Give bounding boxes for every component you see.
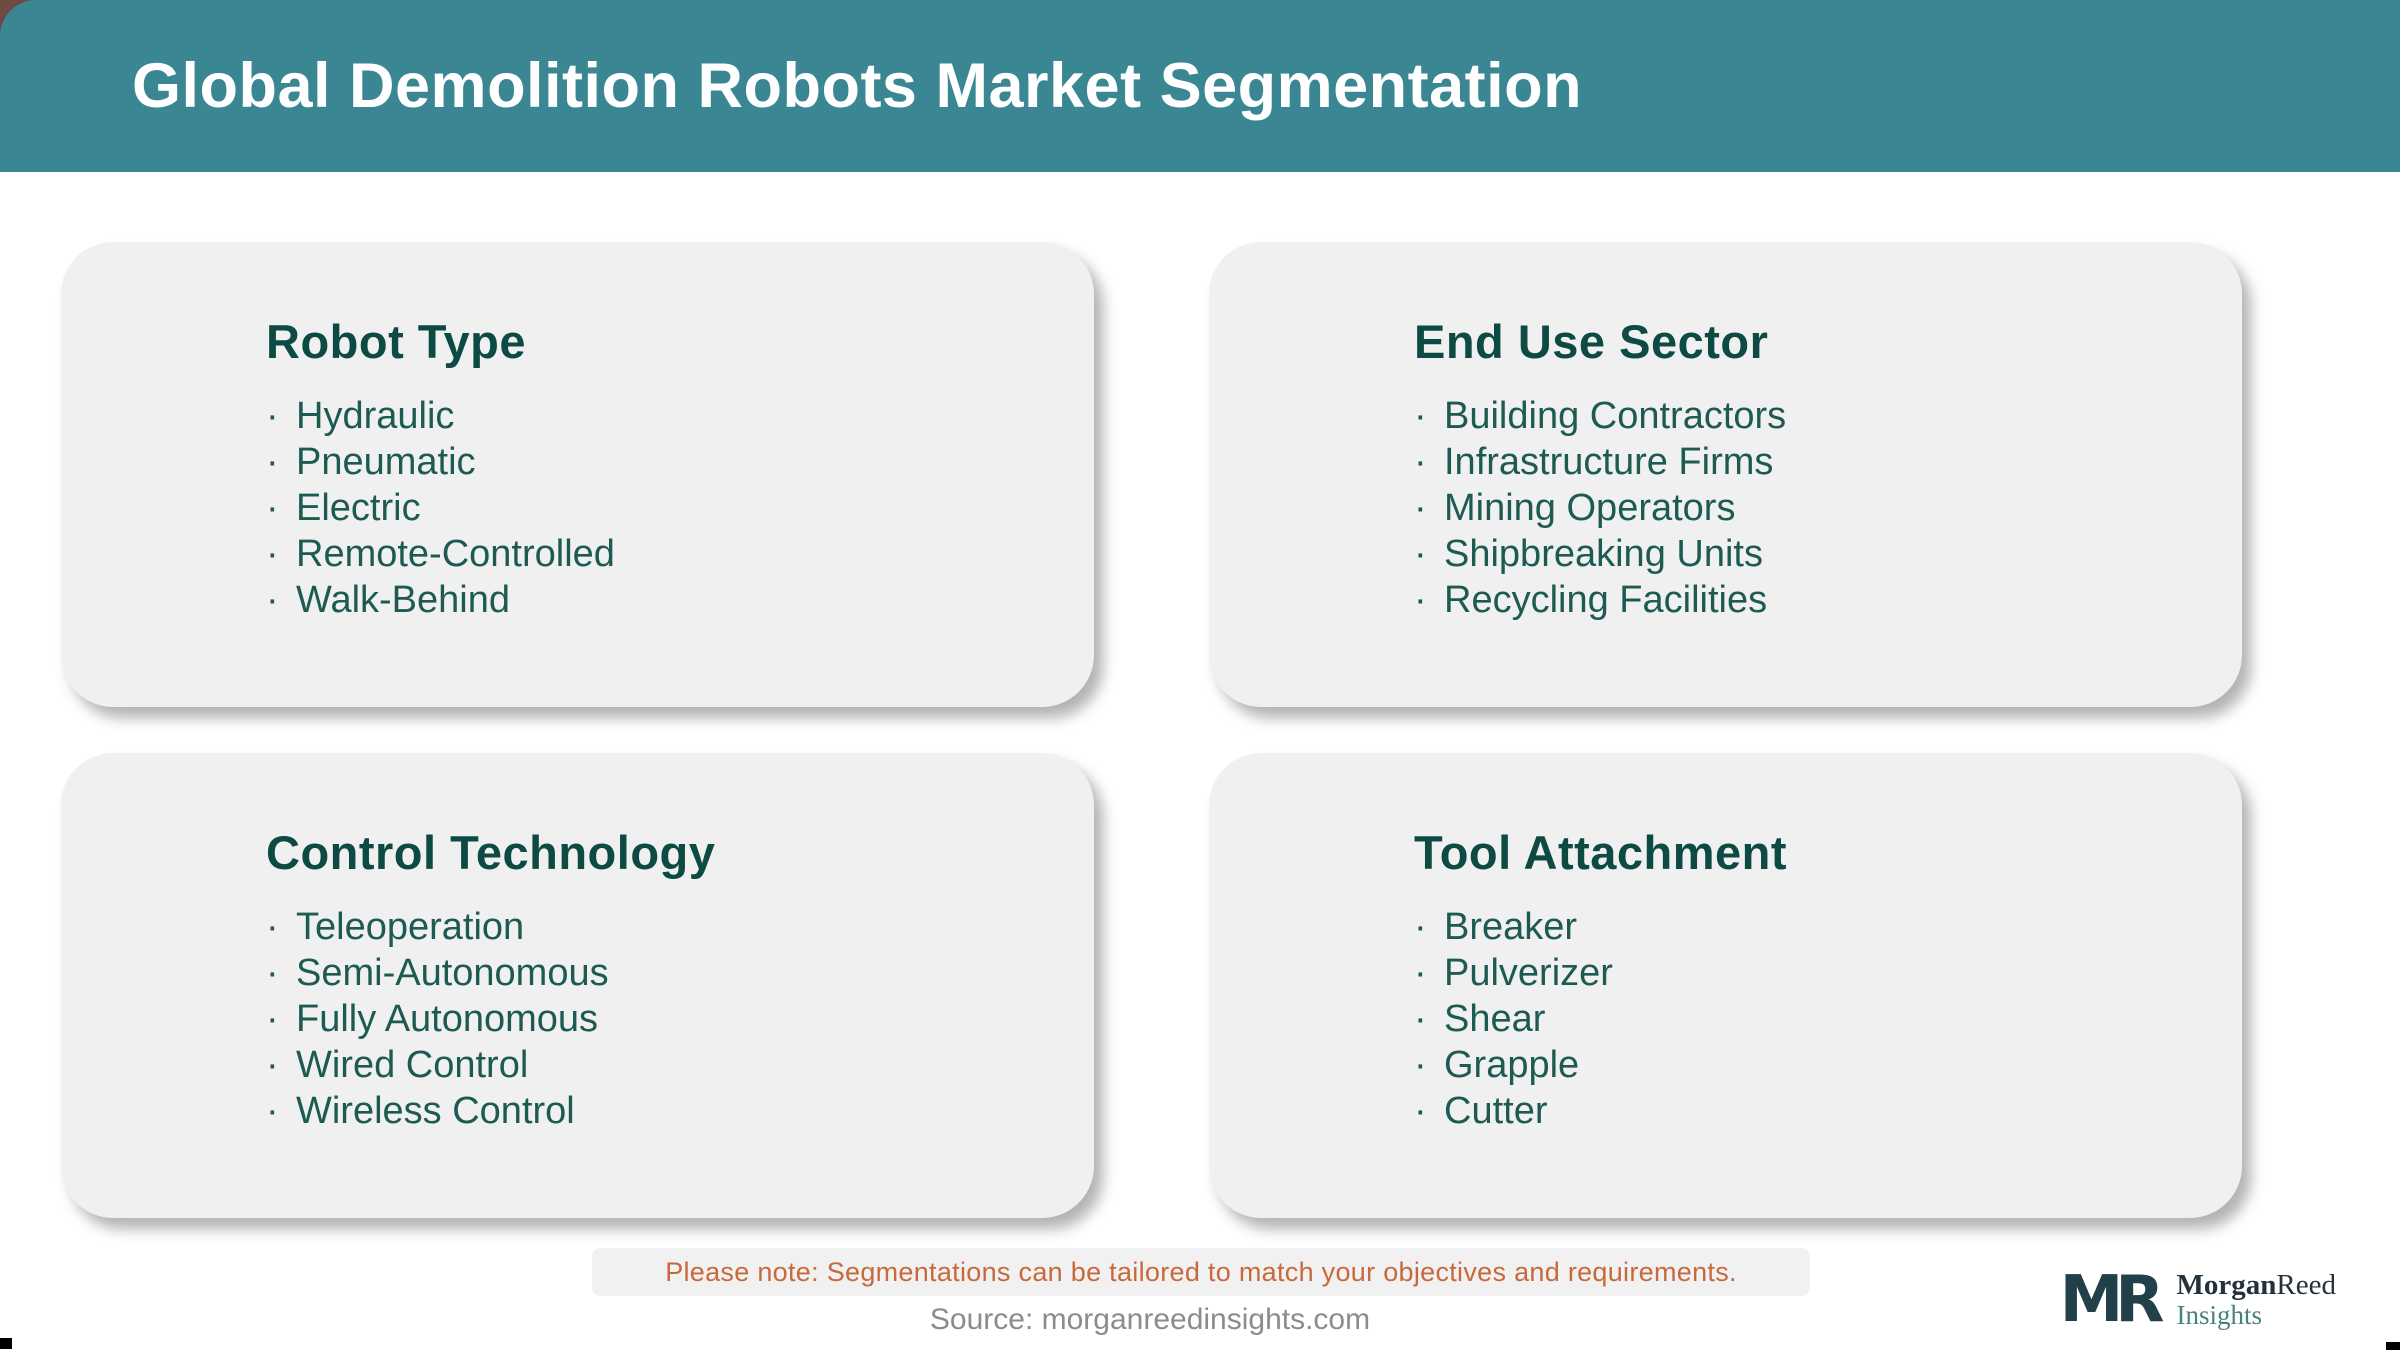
bottom-left-edge-mark (0, 1338, 12, 1349)
segment-card-title: Tool Attachment (1414, 826, 1788, 879)
bullet-dot: · (266, 1044, 279, 1086)
segment-item: · Wired Control (266, 1042, 1054, 1088)
segment-item-label: Pneumatic (296, 441, 476, 483)
segment-item-label: Pulverizer (1444, 952, 1613, 994)
bullet-dot: · (1414, 487, 1427, 529)
segment-item: · Pneumatic (266, 439, 1054, 485)
segment-item: · Recycling Facilities (1414, 577, 2202, 623)
segment-item-label: Semi-Autonomous (296, 952, 609, 994)
segment-item-label: Grapple (1444, 1044, 1580, 1086)
bullet-dot: · (1414, 395, 1427, 437)
segment-item: · Teleoperation (266, 904, 1054, 950)
bullet-dot: · (266, 1090, 279, 1132)
segment-item-list: · Hydraulic · Pneumatic · Electric · Remote-Con… (266, 393, 1054, 623)
bullet-dot: · (266, 579, 279, 621)
segment-item: · Breaker (1414, 904, 2202, 950)
segment-item-label: Mining Operators (1444, 487, 1736, 529)
bullet-dot: · (1414, 441, 1427, 483)
segment-item-label: Electric (296, 487, 421, 529)
bullet-dot: · (1414, 1044, 1427, 1086)
segment-item: · Semi-Autonomous (266, 950, 1054, 996)
mr-monogram-icon: MR (2059, 1263, 2165, 1337)
segment-item: · Fully Autonomous (266, 996, 1054, 1042)
segment-item-label: Wired Control (296, 1044, 529, 1086)
bullet-dot: · (1414, 579, 1427, 621)
segment-item: · Grapple (1414, 1042, 2202, 1088)
segment-card: End Use Sector · Building Contractors · Inf… (1209, 242, 2242, 707)
logo-name-morgan: Morgan (2176, 1269, 2277, 1302)
logo-text-block: MorganReed Insights (2177, 1270, 2336, 1329)
header-bar: Global Demolition Robots Market Segmenta… (0, 0, 2400, 172)
bullet-dot: · (1414, 998, 1427, 1040)
bullet-dot: · (266, 395, 279, 437)
source-line: Source: morganreedinsights.com (929, 1303, 1371, 1336)
logo-company-name: MorganReed (2177, 1269, 2336, 1301)
segment-item-label: Walk-Behind (296, 579, 511, 621)
segment-item-label: Shear (1444, 998, 1546, 1040)
bullet-dot: · (266, 533, 279, 575)
segment-item: · Walk-Behind (266, 577, 1054, 623)
bullet-dot: · (1414, 906, 1427, 948)
bullet-dot: · (266, 998, 279, 1040)
bullet-dot: · (266, 441, 279, 483)
segment-item-list: · Teleoperation · Semi-Autonomous · Fully Aut… (266, 904, 1054, 1134)
segment-item-list: · Breaker · Pulverizer · Shear · Grapple · Cutter (1414, 904, 2202, 1134)
morganreed-logo: MR MorganReed Insights (2060, 1268, 2336, 1332)
segment-item-label: Infrastructure Firms (1444, 441, 1774, 483)
segment-item: · Electric (266, 485, 1054, 531)
bullet-dot: · (266, 487, 279, 529)
segment-item: · Hydraulic (266, 393, 1054, 439)
segment-item: · Pulverizer (1414, 950, 2202, 996)
segment-item-label: Wireless Control (296, 1090, 575, 1132)
segment-card-title: Robot Type (266, 315, 526, 368)
segment-item-label: Cutter (1444, 1090, 1548, 1132)
note-bar: Please note: Segmentations can be tailor… (592, 1248, 1810, 1296)
segment-card-title: Control Technology (266, 826, 716, 879)
segment-item-label: Hydraulic (296, 395, 455, 437)
segment-item: · Mining Operators (1414, 485, 2202, 531)
segment-item: · Cutter (1414, 1088, 2202, 1134)
note-text: Please note: Segmentations can be tailor… (665, 1256, 1737, 1287)
bullet-dot: · (266, 952, 279, 994)
segment-item: · Shipbreaking Units (1414, 531, 2202, 577)
bullet-dot: · (1414, 1090, 1427, 1132)
segment-item-list: · Building Contractors · Infrastructure Fir… (1414, 393, 2202, 623)
segment-item: · Wireless Control (266, 1088, 1054, 1134)
page-title: Global Demolition Robots Market Segmenta… (132, 51, 1583, 121)
bullet-dot: · (1414, 533, 1427, 575)
segment-item: · Building Contractors (1414, 393, 2202, 439)
segment-card: Robot Type · Hydraulic · Pneumatic · Electric… (61, 242, 1094, 707)
logo-name-reed: Reed (2276, 1269, 2336, 1302)
bottom-right-edge-mark (2386, 1342, 2400, 1350)
segment-card: Tool Attachment · Breaker · Pulverizer · Shea… (1209, 753, 2242, 1218)
segment-item: · Shear (1414, 996, 2202, 1042)
segment-item-label: Building Contractors (1444, 395, 1787, 437)
segment-item-label: Shipbreaking Units (1444, 533, 1763, 575)
logo-tagline: Insights (2176, 1300, 2263, 1331)
bullet-dot: · (266, 906, 279, 948)
segment-card: Control Technology · Teleoperation · Semi-A… (61, 753, 1094, 1218)
segment-item-label: Recycling Facilities (1444, 579, 1768, 621)
segment-item-label: Breaker (1444, 906, 1578, 948)
segment-item-label: Teleoperation (296, 906, 525, 948)
segment-item-label: Remote-Controlled (296, 533, 615, 575)
segment-item: · Remote-Controlled (266, 531, 1054, 577)
segment-item: · Infrastructure Firms (1414, 439, 2202, 485)
segmentation-cards-grid: Robot Type · Hydraulic · Pneumatic · Electric… (61, 242, 2242, 1218)
segment-card-title: End Use Sector (1414, 315, 1769, 368)
bullet-dot: · (1414, 952, 1427, 994)
segment-item-label: Fully Autonomous (296, 998, 599, 1040)
